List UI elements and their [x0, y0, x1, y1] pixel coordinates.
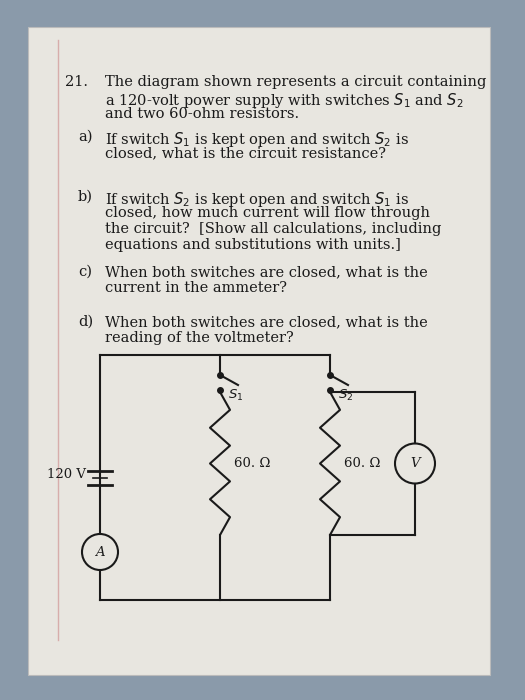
Text: closed, how much current will flow through: closed, how much current will flow throu…: [105, 206, 430, 220]
Text: a 120-volt power supply with switches $S_1$ and $S_2$: a 120-volt power supply with switches $S…: [105, 91, 464, 110]
Text: b): b): [78, 190, 93, 204]
Text: 60. Ω: 60. Ω: [234, 457, 270, 470]
Text: a): a): [78, 130, 92, 144]
Text: equations and substitutions with units.]: equations and substitutions with units.]: [105, 238, 401, 252]
Text: the circuit?  [Show all calculations, including: the circuit? [Show all calculations, inc…: [105, 222, 442, 236]
Text: d): d): [78, 315, 93, 329]
Text: The diagram shown represents a circuit containing: The diagram shown represents a circuit c…: [105, 75, 486, 89]
Text: When both switches are closed, what is the: When both switches are closed, what is t…: [105, 315, 428, 329]
Text: A: A: [95, 545, 105, 559]
Text: and two 60-ohm resistors.: and two 60-ohm resistors.: [105, 107, 299, 121]
FancyBboxPatch shape: [28, 27, 490, 675]
Text: If switch $S_2$ is kept open and switch $S_1$ is: If switch $S_2$ is kept open and switch …: [105, 190, 409, 209]
Text: current in the ammeter?: current in the ammeter?: [105, 281, 287, 295]
Text: reading of the voltmeter?: reading of the voltmeter?: [105, 331, 294, 345]
Text: 21.: 21.: [65, 75, 88, 89]
Text: V: V: [410, 457, 420, 470]
Text: 60. Ω: 60. Ω: [344, 457, 381, 470]
Circle shape: [395, 444, 435, 484]
Text: When both switches are closed, what is the: When both switches are closed, what is t…: [105, 265, 428, 279]
Text: c): c): [78, 265, 92, 279]
Text: If switch $S_1$ is kept open and switch $S_2$ is: If switch $S_1$ is kept open and switch …: [105, 130, 409, 149]
Text: $S_2$: $S_2$: [338, 388, 353, 403]
Text: closed, what is the circuit resistance?: closed, what is the circuit resistance?: [105, 146, 386, 160]
Text: 120 V: 120 V: [47, 468, 86, 482]
Circle shape: [82, 534, 118, 570]
Text: $S_1$: $S_1$: [228, 388, 244, 403]
